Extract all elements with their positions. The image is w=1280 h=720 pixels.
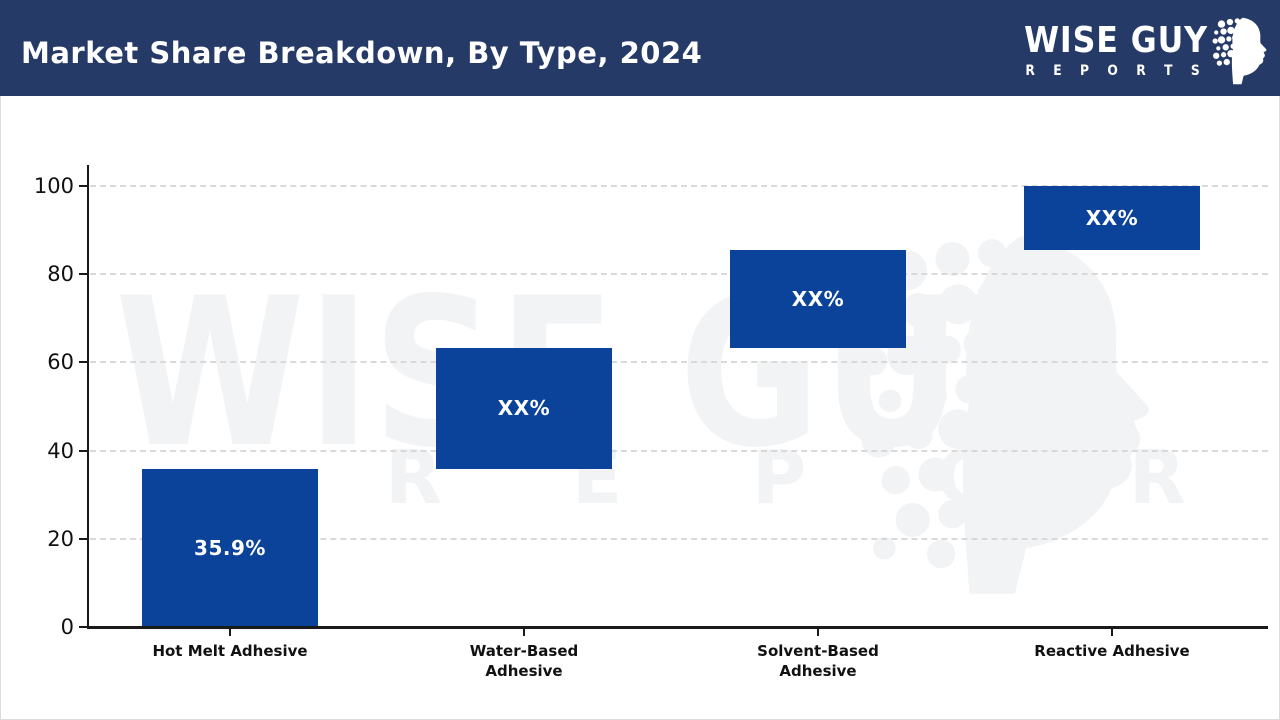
brand-subtitle: R E P O R T S: [1025, 63, 1207, 79]
y-tick-40: [79, 449, 87, 452]
y-tick-label-80: 80: [47, 262, 74, 287]
brand-logo: WISE GUY R E P O R T S: [1014, 8, 1267, 90]
bar-value-label: XX%: [1085, 205, 1139, 230]
x-axis-line: [87, 626, 1268, 629]
bar-value-label: 35.9%: [194, 535, 266, 560]
y-tick-label-60: 60: [47, 350, 74, 375]
brand-head-icon: [1212, 17, 1267, 85]
chart-title: Market Share Breakdown, By Type, 2024: [21, 36, 703, 70]
y-tick-label-100: 100: [33, 174, 74, 198]
x-tick: [817, 629, 819, 636]
bar-value-label: XX%: [791, 287, 845, 312]
x-category-label: Water-Based Adhesive: [469, 642, 579, 680]
watermark-head-logo: [858, 236, 1149, 594]
gridline-40: [90, 449, 1268, 452]
gridline-60: [90, 361, 1268, 364]
gridline-80: [90, 273, 1268, 276]
brand-name: WISE GUY: [1024, 20, 1208, 61]
bar-value-label: XX%: [497, 396, 551, 421]
y-tick-60: [79, 361, 87, 364]
x-tick: [229, 629, 231, 636]
bar-segment: XX%: [436, 348, 612, 469]
x-category-label: Reactive Adhesive: [1034, 642, 1190, 660]
y-tick-label-40: 40: [47, 438, 74, 463]
y-axis-line: [87, 165, 89, 629]
y-tick-0: [79, 626, 87, 628]
bar-segment: 35.9%: [142, 468, 318, 627]
y-tick-20: [79, 537, 87, 540]
bar-segment: XX%: [730, 249, 906, 349]
x-tick: [1111, 629, 1113, 636]
gridline-100: [90, 185, 1268, 187]
x-category-label: Solvent-Based Adhesive: [757, 642, 879, 680]
x-category-label: Hot Melt Adhesive: [152, 642, 308, 660]
brand-logo-text: WISE GUY R E P O R T S: [1024, 22, 1208, 80]
y-tick-100: [79, 185, 87, 187]
y-tick-label-0: 0: [60, 615, 74, 639]
bar-segment: XX%: [1024, 186, 1200, 250]
y-tick-80: [79, 273, 87, 276]
x-tick: [523, 629, 525, 636]
y-tick-label-20: 20: [47, 526, 74, 551]
gridline-20: [90, 537, 1268, 540]
header-bar: Market Share Breakdown, By Type, 2024 WI…: [0, 0, 1280, 96]
